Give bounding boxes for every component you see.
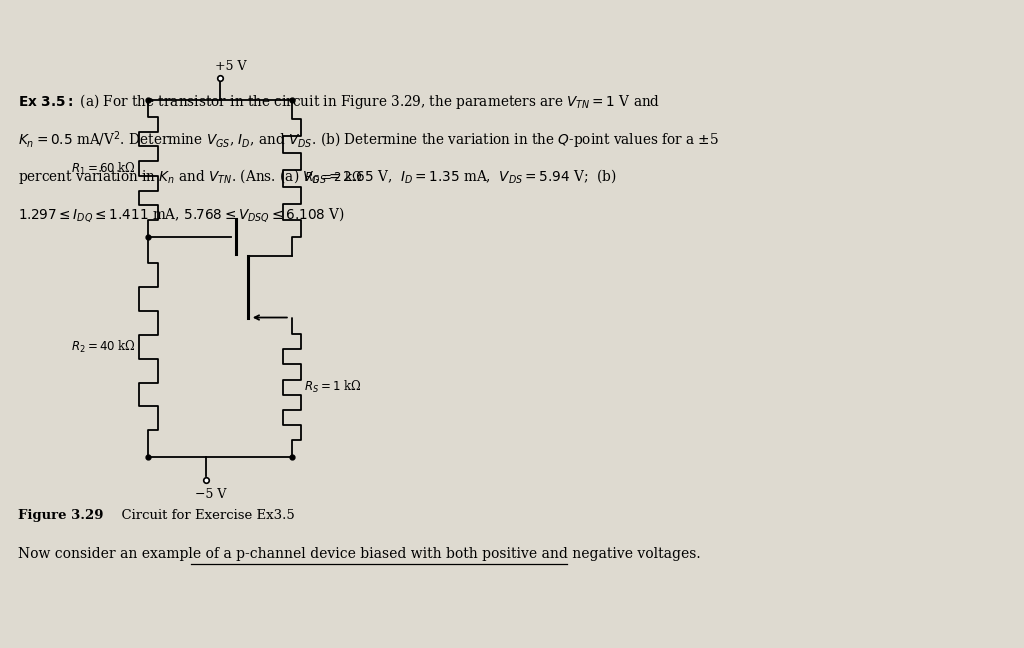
Text: +5 V: +5 V	[215, 60, 246, 73]
Text: percent variation in $K_n$ and $V_{TN}$. (Ans. (a) $V_{GS} = 2.65$ V,  $I_D = 1.: percent variation in $K_n$ and $V_{TN}$.…	[18, 167, 617, 186]
Text: $R_1 = 60$ kΩ: $R_1 = 60$ kΩ	[72, 161, 136, 176]
Text: Now consider an example of a p-channel device biased with both positive and nega: Now consider an example of a p-channel d…	[18, 546, 701, 561]
Text: $K_n = 0.5$ mA/V$^2$. Determine $V_{GS}$, $I_D$, and $V_{DS}$. (b) Determine the: $K_n = 0.5$ mA/V$^2$. Determine $V_{GS}$…	[18, 130, 720, 151]
Text: $R_S = 1$ kΩ: $R_S = 1$ kΩ	[304, 379, 361, 395]
Text: $R_2 = 40$ kΩ: $R_2 = 40$ kΩ	[72, 339, 136, 354]
Text: −5 V: −5 V	[196, 488, 226, 501]
Text: $R_D = 2$ kΩ: $R_D = 2$ kΩ	[304, 170, 362, 186]
Text: Figure 3.29: Figure 3.29	[18, 509, 103, 522]
Text: $1.297 \leq I_{DQ} \leq 1.411$ mA, $5.768 \leq V_{DSQ} \leq 6.108$ V): $1.297 \leq I_{DQ} \leq 1.411$ mA, $5.76…	[18, 205, 345, 224]
Text: $\mathbf{Ex\ 3.5:}$ (a) For the transistor in the circuit in Figure 3.29, the pa: $\mathbf{Ex\ 3.5:}$ (a) For the transist…	[18, 92, 660, 111]
Text: Circuit for Exercise Ex3.5: Circuit for Exercise Ex3.5	[113, 509, 294, 522]
